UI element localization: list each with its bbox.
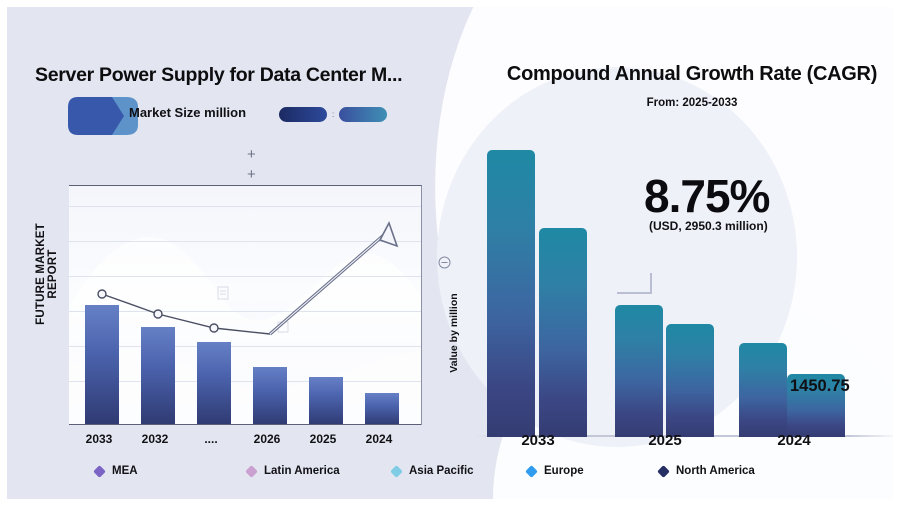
bar-2025-secondary xyxy=(666,324,714,437)
plus-icon: + xyxy=(247,146,256,163)
legend-dot-north-america xyxy=(657,464,670,478)
cagr-title: Compound Annual Growth Rate (CAGR) xyxy=(506,63,878,85)
arrow-head-icon xyxy=(378,221,399,248)
left-bar-chart-plot xyxy=(69,185,422,425)
xlabel-2032: 2032 xyxy=(141,432,169,446)
plus-icon: + xyxy=(247,166,256,183)
circle-minus-icon xyxy=(438,256,451,269)
xlabel-2024: 2024 xyxy=(365,432,393,446)
grid-line xyxy=(69,381,421,382)
xlabel-2026: 2026 xyxy=(253,432,281,446)
bracket-decoration-icon xyxy=(617,273,652,294)
legend-item-mea[interactable]: MEA xyxy=(93,464,247,478)
page-title: Server Power Supply for Data Center M... xyxy=(35,64,403,86)
grid-line xyxy=(69,311,421,312)
legend-pill-teal xyxy=(339,107,388,122)
bar-2024 xyxy=(365,393,399,425)
pill-separator: : xyxy=(332,110,335,119)
legend-item-europe[interactable]: Europe xyxy=(525,464,659,478)
rxlabel-2033: 2033 xyxy=(521,432,555,449)
bar-2033-primary xyxy=(487,150,535,437)
grid-line xyxy=(69,241,421,242)
cagr-note: (USD, 2950.3 million) xyxy=(649,219,768,233)
value-axis-title: Value by million xyxy=(448,293,460,373)
grid-line xyxy=(69,276,421,277)
legend-dot-latin-america xyxy=(245,464,258,478)
legend-label-north-america: North America xyxy=(676,465,755,477)
xlabel-2033: 2033 xyxy=(85,432,113,446)
bar-2033 xyxy=(85,305,119,425)
legend-dot-asia-pacific xyxy=(390,464,403,478)
pill-legend: : xyxy=(279,107,388,122)
bar-2032 xyxy=(141,327,175,425)
legend-item-asia-pacific[interactable]: Asia Pacific xyxy=(390,464,527,478)
rxlabel-2025: 2025 xyxy=(648,432,682,449)
hexagon-logo-icon xyxy=(68,97,138,135)
legend-item-north-america[interactable]: North America xyxy=(657,464,755,478)
bar-2033-secondary xyxy=(539,228,587,437)
legend-pill-dark xyxy=(279,107,327,122)
document-watermark-icon xyxy=(217,286,229,300)
xlabel-2025: 2025 xyxy=(309,432,337,446)
left-panel: Server Power Supply for Data Center M...… xyxy=(7,7,467,499)
legend-dot-europe xyxy=(525,464,538,478)
cagr-subtitle: From: 2025-2033 xyxy=(646,97,738,109)
legend-dot-mea xyxy=(93,464,106,478)
grid-line xyxy=(69,206,421,207)
region-legend: MEA Latin America Asia Pacific Europe No… xyxy=(7,464,893,478)
legend-label-latin-america: Latin America xyxy=(264,465,340,477)
grid-line xyxy=(69,346,421,347)
bar-dots xyxy=(197,342,231,425)
vertical-axis-title: FUTURE MARKET REPORT xyxy=(35,223,59,325)
bar-2024-secondary xyxy=(787,374,845,437)
logo-label: Market Size million xyxy=(129,105,247,120)
legend-label-europe: Europe xyxy=(544,465,584,477)
bar-2026 xyxy=(253,367,287,425)
legend-item-latin-america[interactable]: Latin America xyxy=(245,464,392,478)
bar-2025 xyxy=(309,377,343,425)
bar-2024-primary xyxy=(739,343,787,437)
legend-label-mea: MEA xyxy=(112,465,138,477)
bar-2025-primary xyxy=(615,305,663,437)
rxlabel-2024: 2024 xyxy=(777,432,811,449)
xlabel-dots: .... xyxy=(204,432,218,446)
right-panel: Compound Annual Growth Rate (CAGR) From:… xyxy=(467,7,893,499)
trend-line-overlay xyxy=(97,221,399,336)
data-label-1450-75: 1450.75 xyxy=(790,377,850,395)
cagr-value: 8.75% xyxy=(644,170,770,222)
legend-label-asia-pacific: Asia Pacific xyxy=(409,465,474,477)
